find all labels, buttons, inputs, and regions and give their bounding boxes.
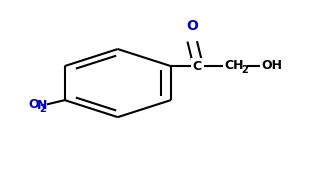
Text: C: C (192, 60, 201, 72)
Text: CH: CH (224, 59, 244, 72)
Text: N: N (36, 99, 47, 112)
Text: O: O (28, 98, 39, 111)
Text: 2: 2 (39, 104, 46, 115)
Text: 2: 2 (241, 65, 248, 75)
Text: O: O (186, 19, 198, 33)
Text: OH: OH (261, 59, 282, 72)
